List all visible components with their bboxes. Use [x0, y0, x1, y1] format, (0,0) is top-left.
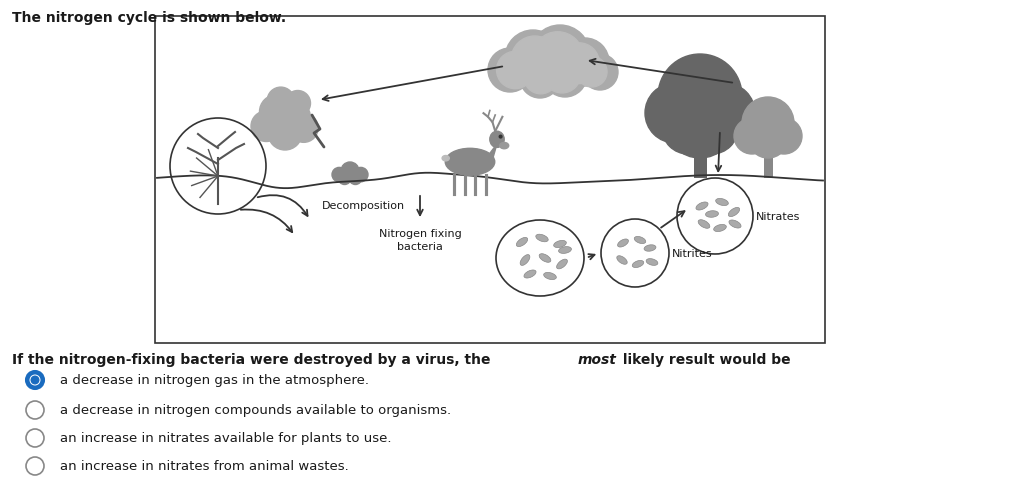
Circle shape [543, 54, 587, 98]
Ellipse shape [516, 238, 527, 247]
Circle shape [559, 44, 599, 84]
Text: Nitrates: Nitrates [756, 212, 801, 222]
Ellipse shape [489, 132, 504, 148]
Text: a decrease in nitrogen compounds available to organisms.: a decrease in nitrogen compounds availab… [60, 404, 452, 417]
Ellipse shape [646, 259, 657, 266]
Circle shape [30, 375, 41, 386]
Circle shape [26, 401, 44, 419]
Text: a decrease in nitrogen gas in the atmosphere.: a decrease in nitrogen gas in the atmosp… [60, 374, 369, 386]
Circle shape [259, 96, 294, 129]
Circle shape [285, 91, 310, 117]
Circle shape [544, 57, 581, 94]
Circle shape [686, 103, 738, 155]
Ellipse shape [696, 203, 708, 211]
Ellipse shape [634, 237, 646, 244]
Circle shape [532, 33, 584, 83]
Text: an increase in nitrates from animal wastes.: an increase in nitrates from animal wast… [60, 460, 349, 472]
Circle shape [665, 89, 735, 159]
Circle shape [520, 59, 560, 99]
Circle shape [742, 98, 794, 150]
Circle shape [26, 371, 44, 389]
Ellipse shape [632, 261, 644, 268]
Text: likely result would be: likely result would be [618, 352, 791, 366]
Circle shape [523, 61, 558, 95]
Ellipse shape [558, 247, 571, 254]
Circle shape [561, 39, 609, 87]
Circle shape [500, 136, 502, 139]
Text: If the nitrogen-fixing bacteria were destroyed by a virus, the: If the nitrogen-fixing bacteria were des… [12, 352, 496, 366]
Circle shape [349, 173, 361, 185]
Text: Nitrites: Nitrites [672, 248, 713, 259]
Circle shape [734, 119, 770, 155]
Circle shape [577, 57, 607, 88]
Ellipse shape [716, 199, 728, 206]
Ellipse shape [540, 254, 551, 263]
Circle shape [662, 103, 714, 155]
Text: an increase in nitrates available for plants to use.: an increase in nitrates available for pl… [60, 431, 391, 445]
Polygon shape [486, 144, 497, 159]
Ellipse shape [500, 143, 509, 149]
Circle shape [582, 55, 618, 91]
Text: The nitrogen cycle is shown below.: The nitrogen cycle is shown below. [12, 11, 286, 25]
Ellipse shape [442, 156, 450, 162]
Circle shape [748, 119, 788, 159]
Bar [155, 17, 825, 343]
Ellipse shape [706, 211, 719, 218]
Bar [693, 124, 707, 179]
Circle shape [341, 163, 359, 181]
Circle shape [658, 55, 742, 139]
Circle shape [251, 112, 282, 142]
Circle shape [766, 119, 802, 155]
Ellipse shape [616, 256, 628, 264]
Ellipse shape [524, 270, 536, 279]
Circle shape [26, 457, 44, 475]
Bar [764, 147, 772, 179]
Ellipse shape [557, 260, 567, 269]
Ellipse shape [536, 235, 548, 242]
Circle shape [488, 49, 532, 93]
Circle shape [497, 52, 534, 89]
Ellipse shape [698, 220, 710, 229]
Circle shape [645, 84, 705, 143]
Ellipse shape [714, 225, 726, 232]
Circle shape [338, 173, 351, 185]
Circle shape [332, 168, 346, 183]
Circle shape [273, 100, 310, 137]
Ellipse shape [617, 240, 629, 247]
Circle shape [695, 84, 755, 143]
Circle shape [511, 37, 559, 84]
Circle shape [505, 31, 561, 87]
Circle shape [267, 88, 294, 115]
Circle shape [26, 429, 44, 447]
Ellipse shape [728, 208, 739, 217]
Ellipse shape [544, 273, 556, 280]
Text: most: most [578, 352, 616, 366]
Circle shape [353, 168, 368, 183]
Ellipse shape [729, 221, 741, 228]
Circle shape [530, 26, 590, 86]
Circle shape [31, 376, 39, 384]
Ellipse shape [520, 255, 529, 266]
Ellipse shape [554, 241, 566, 248]
Text: Nitrogen fixing
bacteria: Nitrogen fixing bacteria [379, 228, 462, 252]
Circle shape [268, 117, 302, 151]
Ellipse shape [445, 149, 495, 176]
Ellipse shape [644, 245, 656, 252]
Text: Decomposition: Decomposition [322, 201, 406, 210]
Circle shape [289, 114, 318, 143]
